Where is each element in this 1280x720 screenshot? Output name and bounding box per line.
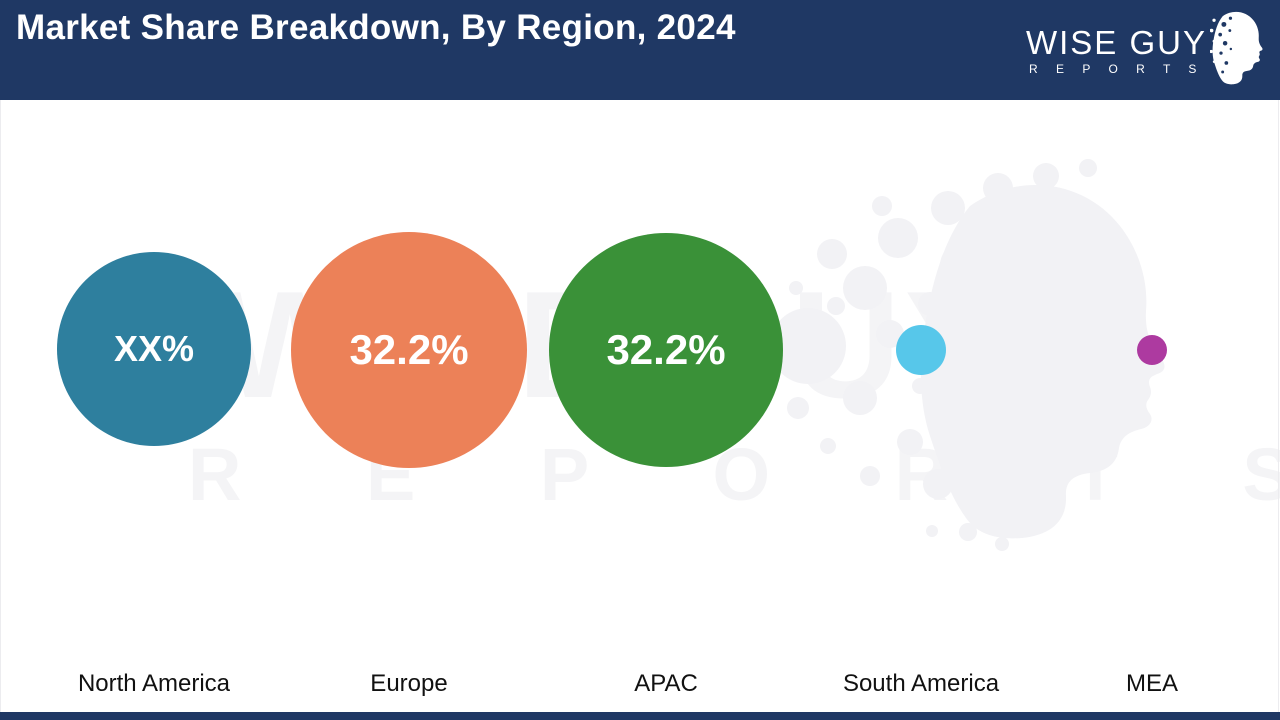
category-label-mea: MEA <box>1125 670 1179 697</box>
bubble-value: 32.2% <box>349 326 469 373</box>
logo-text: WISE GUY R E P O R T S <box>1025 24 1207 77</box>
category-label-apac: APAC <box>634 670 698 697</box>
bubble-value: 32.2% <box>606 326 726 373</box>
header: Market Share Breakdown, By Region, 2024 … <box>0 0 1280 100</box>
footer-bar <box>0 712 1280 720</box>
plot-right-border <box>1278 100 1279 712</box>
page-title: Market Share Breakdown, By Region, 2024 <box>16 8 736 47</box>
logo-line2: R E P O R T S <box>1029 62 1204 76</box>
watermark-head-icon <box>770 146 1170 571</box>
bubble-value: XX% <box>113 328 195 369</box>
category-label-south-america: South America <box>842 670 1000 697</box>
bubble-south-america <box>896 325 946 375</box>
wise-guy-head-icon <box>1209 8 1264 95</box>
bubble-apac: 32.2% <box>549 233 783 467</box>
logo-line1: WISE GUY <box>1025 24 1207 61</box>
bubble-north-america: XX% <box>57 252 251 446</box>
logo: WISE GUY R E P O R T S <box>1026 9 1264 93</box>
bubble-mea <box>1137 335 1167 365</box>
category-label-europe: Europe <box>370 670 448 697</box>
category-label-north-america: North America <box>77 670 231 697</box>
plot-left-border <box>0 100 1 712</box>
bubble-europe: 32.2% <box>291 232 527 468</box>
